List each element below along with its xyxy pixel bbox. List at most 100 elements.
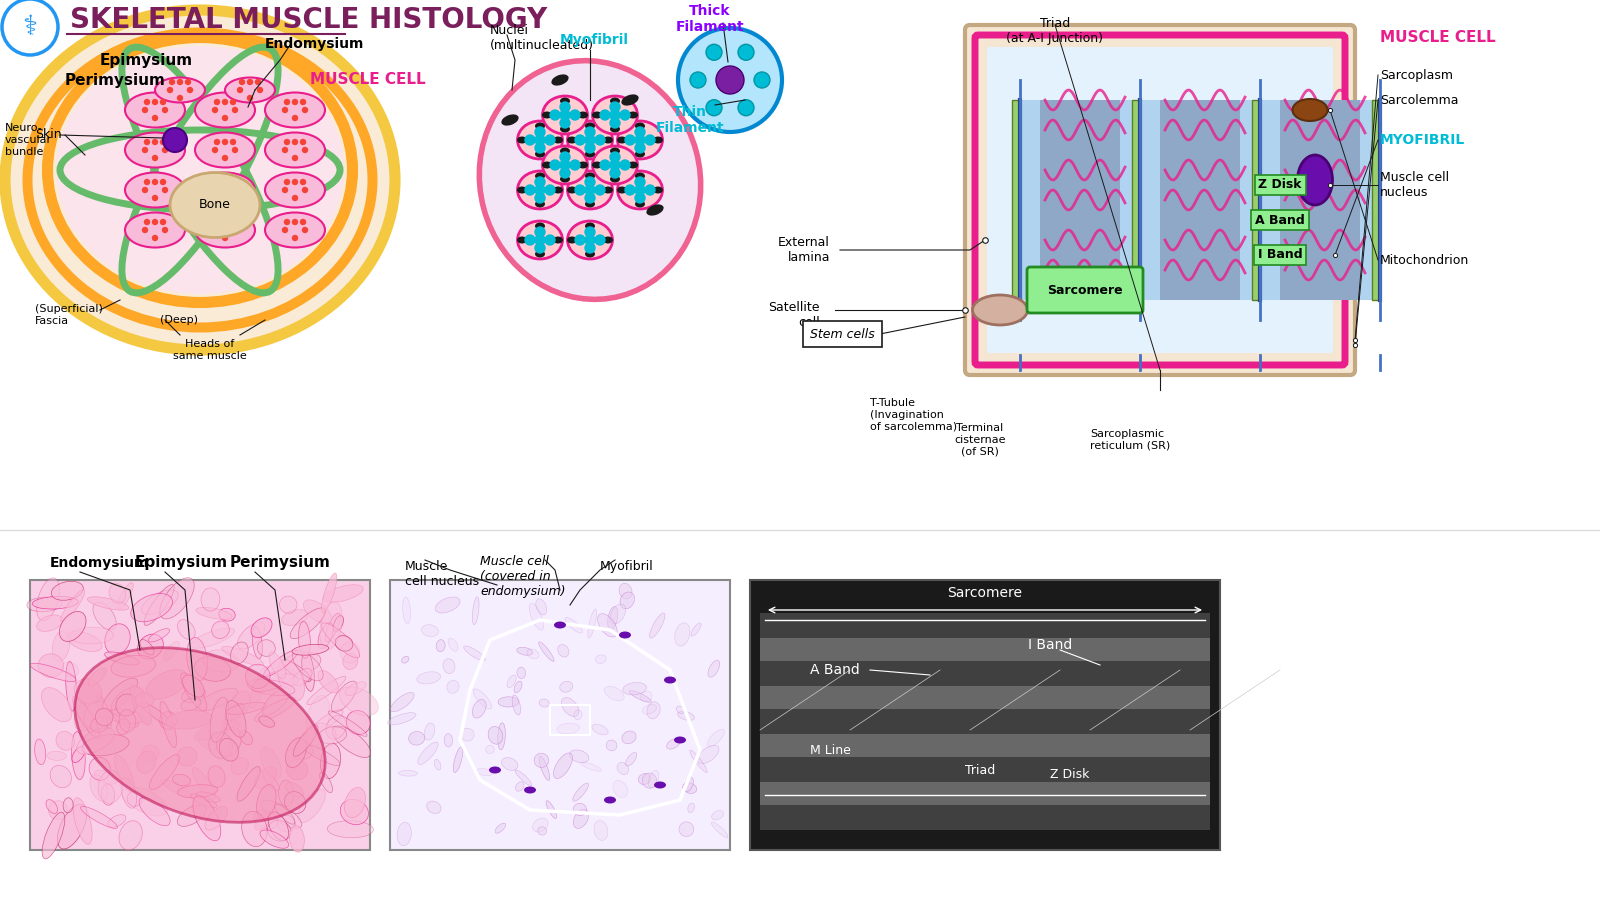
Circle shape bbox=[163, 128, 187, 152]
Ellipse shape bbox=[282, 660, 310, 681]
Ellipse shape bbox=[208, 766, 226, 788]
Ellipse shape bbox=[642, 773, 658, 788]
Ellipse shape bbox=[160, 701, 176, 748]
Bar bbox=[1373, 100, 1379, 300]
Ellipse shape bbox=[586, 250, 595, 257]
Ellipse shape bbox=[677, 706, 685, 714]
Text: M Line: M Line bbox=[810, 743, 851, 757]
Text: I Band: I Band bbox=[1027, 638, 1072, 652]
Text: (Deep): (Deep) bbox=[160, 315, 198, 325]
Circle shape bbox=[222, 100, 227, 104]
Text: Myofibril: Myofibril bbox=[600, 560, 654, 573]
Ellipse shape bbox=[403, 597, 411, 624]
Circle shape bbox=[302, 187, 307, 193]
Circle shape bbox=[574, 235, 586, 245]
Ellipse shape bbox=[256, 785, 277, 819]
Ellipse shape bbox=[534, 753, 549, 768]
Ellipse shape bbox=[190, 628, 235, 648]
Ellipse shape bbox=[298, 789, 325, 823]
Ellipse shape bbox=[578, 112, 589, 119]
Ellipse shape bbox=[125, 93, 186, 128]
Ellipse shape bbox=[254, 810, 278, 829]
Ellipse shape bbox=[160, 778, 192, 797]
Text: Muscle cell
(covered in
endomysium): Muscle cell (covered in endomysium) bbox=[480, 555, 565, 598]
Ellipse shape bbox=[434, 760, 442, 770]
Circle shape bbox=[560, 160, 570, 170]
Ellipse shape bbox=[293, 669, 312, 686]
Ellipse shape bbox=[30, 663, 77, 681]
Bar bbox=[760, 638, 1210, 661]
Ellipse shape bbox=[131, 685, 150, 725]
Ellipse shape bbox=[642, 705, 656, 714]
Circle shape bbox=[301, 140, 306, 145]
Ellipse shape bbox=[640, 691, 653, 702]
Bar bbox=[1139, 100, 1160, 300]
Ellipse shape bbox=[82, 734, 130, 756]
Ellipse shape bbox=[259, 830, 288, 849]
Ellipse shape bbox=[517, 137, 526, 143]
Ellipse shape bbox=[603, 186, 613, 194]
Ellipse shape bbox=[74, 797, 93, 844]
Circle shape bbox=[160, 140, 165, 145]
Ellipse shape bbox=[573, 803, 587, 815]
Text: Sarcolemma: Sarcolemma bbox=[1379, 94, 1459, 106]
Circle shape bbox=[546, 235, 555, 245]
Ellipse shape bbox=[568, 121, 613, 159]
Circle shape bbox=[256, 79, 261, 85]
Text: Z Disk: Z Disk bbox=[1258, 178, 1302, 192]
Ellipse shape bbox=[195, 657, 230, 681]
Ellipse shape bbox=[418, 742, 438, 765]
Circle shape bbox=[595, 135, 605, 145]
Ellipse shape bbox=[178, 747, 197, 766]
Ellipse shape bbox=[618, 762, 629, 775]
Circle shape bbox=[302, 107, 307, 112]
Ellipse shape bbox=[80, 806, 117, 828]
Ellipse shape bbox=[293, 651, 323, 680]
Ellipse shape bbox=[675, 623, 690, 646]
Ellipse shape bbox=[280, 596, 298, 613]
Ellipse shape bbox=[546, 801, 557, 818]
Ellipse shape bbox=[72, 746, 85, 762]
Circle shape bbox=[574, 135, 586, 145]
Ellipse shape bbox=[554, 186, 563, 194]
Ellipse shape bbox=[278, 660, 304, 701]
Circle shape bbox=[534, 135, 546, 145]
Text: External
lamina: External lamina bbox=[778, 236, 830, 264]
Ellipse shape bbox=[290, 608, 325, 639]
Circle shape bbox=[222, 156, 227, 160]
Circle shape bbox=[187, 87, 192, 93]
Circle shape bbox=[645, 135, 654, 145]
Circle shape bbox=[586, 177, 595, 187]
Ellipse shape bbox=[341, 642, 360, 663]
Circle shape bbox=[222, 236, 227, 240]
Ellipse shape bbox=[192, 768, 216, 799]
Circle shape bbox=[142, 187, 147, 193]
Ellipse shape bbox=[534, 122, 546, 130]
Ellipse shape bbox=[222, 720, 240, 730]
Ellipse shape bbox=[115, 694, 138, 716]
Ellipse shape bbox=[91, 716, 109, 733]
Ellipse shape bbox=[285, 782, 304, 796]
Ellipse shape bbox=[453, 747, 462, 772]
Circle shape bbox=[525, 135, 534, 145]
Circle shape bbox=[232, 187, 237, 193]
Text: ⚕: ⚕ bbox=[22, 13, 37, 41]
Ellipse shape bbox=[112, 687, 144, 716]
Bar bbox=[1120, 100, 1139, 300]
Ellipse shape bbox=[269, 812, 288, 841]
Ellipse shape bbox=[512, 695, 520, 715]
Ellipse shape bbox=[187, 637, 208, 681]
Circle shape bbox=[293, 195, 298, 201]
Circle shape bbox=[232, 148, 237, 152]
Circle shape bbox=[635, 185, 645, 195]
Text: MUSCLE CELL: MUSCLE CELL bbox=[1379, 31, 1496, 46]
Text: Mitochondrion: Mitochondrion bbox=[1379, 254, 1469, 266]
Ellipse shape bbox=[586, 173, 595, 179]
Ellipse shape bbox=[533, 818, 549, 832]
Ellipse shape bbox=[587, 609, 597, 638]
Ellipse shape bbox=[712, 822, 728, 838]
Text: Stem cells: Stem cells bbox=[810, 328, 874, 340]
Circle shape bbox=[213, 187, 218, 193]
Circle shape bbox=[248, 95, 253, 101]
Ellipse shape bbox=[517, 237, 526, 244]
